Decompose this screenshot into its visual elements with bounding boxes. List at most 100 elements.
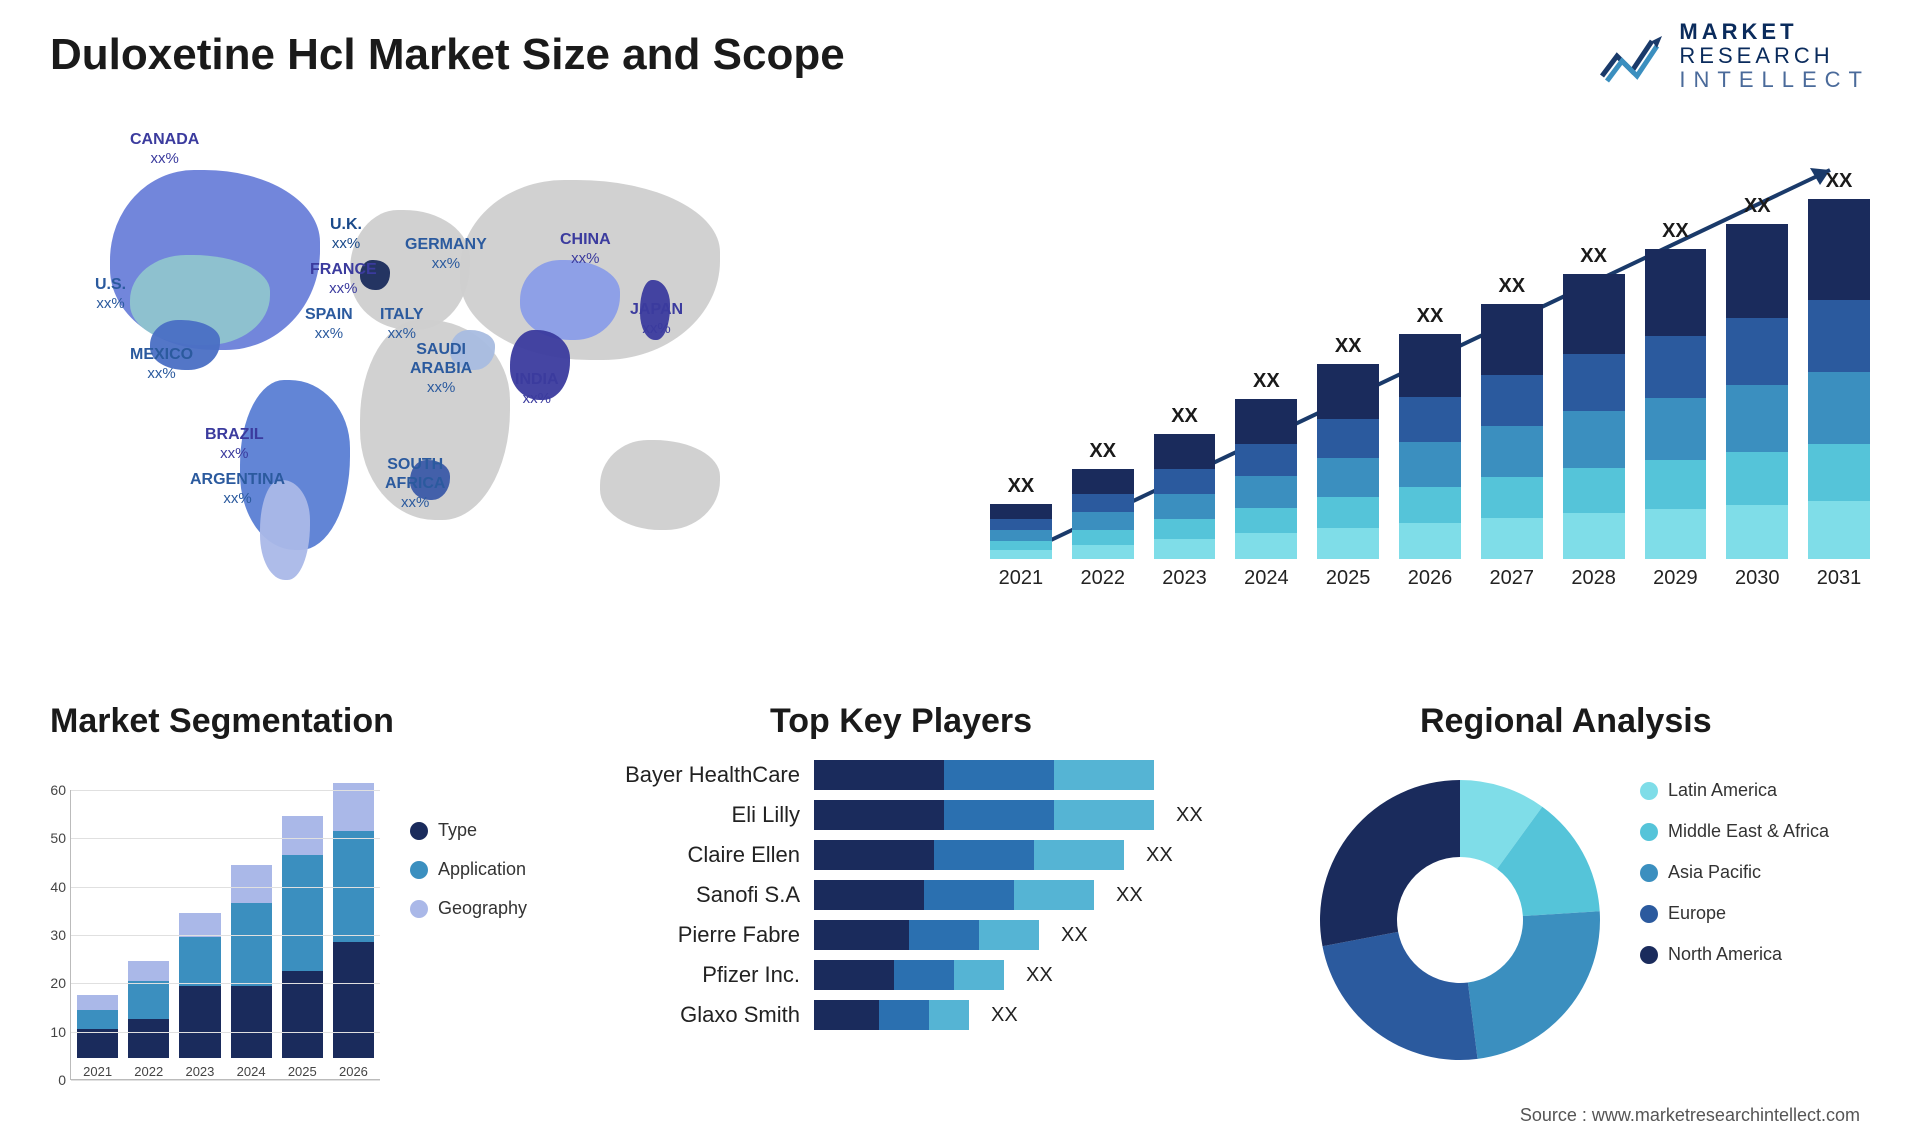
seg-year-label: 2025 <box>288 1064 317 1079</box>
player-bar <box>814 920 1039 950</box>
bar-year-label: 2021 <box>999 567 1044 590</box>
regional-legend: Latin AmericaMiddle East & AfricaAsia Pa… <box>1640 780 1829 965</box>
bar-segment <box>1726 505 1788 559</box>
bar-value-label: XX <box>1662 220 1689 243</box>
player-name: Sanofi S.A <box>620 882 800 908</box>
players-heading: Top Key Players <box>770 702 1032 741</box>
bar-year-label: 2031 <box>1817 567 1862 590</box>
map-label-u-s-: U.S.xx% <box>95 275 126 313</box>
bar-year-label: 2022 <box>1080 567 1125 590</box>
seg-segment <box>282 816 323 855</box>
source-attribution: Source : www.marketresearchintellect.com <box>1520 1105 1860 1126</box>
grid-line <box>71 1032 380 1033</box>
bar-segment <box>1726 318 1788 385</box>
player-bar-segment <box>814 840 934 870</box>
legend-item-type: Type <box>410 820 527 841</box>
player-bar-segment <box>944 760 1054 790</box>
seg-segment <box>179 913 220 937</box>
legend-label: Middle East & Africa <box>1668 821 1829 842</box>
seg-bar-2026: 2026 <box>333 783 374 1079</box>
grid-line <box>71 935 380 936</box>
player-value: XX <box>1026 964 1053 987</box>
legend-item-geography: Geography <box>410 898 527 919</box>
main-bar-2026: XX2026 <box>1399 305 1461 590</box>
bar-segment <box>1072 512 1134 530</box>
main-bar-2025: XX2025 <box>1317 335 1379 590</box>
bar-segment <box>1154 469 1216 494</box>
player-bar-segment <box>1034 840 1124 870</box>
player-bar <box>814 840 1124 870</box>
market-size-bar-chart: XX2021XX2022XX2023XX2024XX2025XX2026XX20… <box>990 130 1870 620</box>
bar-segment <box>1563 513 1625 559</box>
player-bar <box>814 1000 969 1030</box>
legend-label: Latin America <box>1668 780 1777 801</box>
bar-segment <box>1726 224 1788 318</box>
bar-segment <box>1481 518 1543 559</box>
bar-segment <box>1317 497 1379 528</box>
seg-year-label: 2023 <box>185 1064 214 1079</box>
legend-item-application: Application <box>410 859 527 880</box>
bar-segment <box>1645 460 1707 510</box>
main-bar-2031: XX2031 <box>1808 170 1870 590</box>
player-bar-segment <box>1054 760 1154 790</box>
player-bar-segment <box>814 760 944 790</box>
main-bar-2022: XX 2022 <box>1072 440 1134 590</box>
player-row-bayer-healthcare: Bayer HealthCare <box>620 760 1240 790</box>
legend-item-europe: Europe <box>1640 903 1829 924</box>
player-name: Glaxo Smith <box>620 1002 800 1028</box>
player-value: XX <box>1146 844 1173 867</box>
map-label-germany: GERMANYxx% <box>405 235 487 273</box>
page-title: Duloxetine Hcl Market Size and Scope <box>50 30 845 80</box>
bar-value-label: XX <box>1008 475 1035 498</box>
legend-dot-icon <box>1640 782 1658 800</box>
bar-segment <box>1235 444 1297 476</box>
bar-segment <box>1154 519 1216 539</box>
legend-item-north-america: North America <box>1640 944 1829 965</box>
player-bar-segment <box>814 960 894 990</box>
player-bar-segment <box>814 800 944 830</box>
legend-label: Geography <box>438 898 527 919</box>
bar-segment <box>1726 452 1788 506</box>
legend-dot-icon <box>410 900 428 918</box>
main-bar-2021: XX 2021 <box>990 475 1052 590</box>
legend-dot-icon <box>1640 946 1658 964</box>
bar-year-label: 2024 <box>1244 567 1289 590</box>
map-label-japan: JAPANxx% <box>630 300 683 338</box>
bar-value-label: XX <box>1089 440 1116 463</box>
seg-bar-2025: 2025 <box>282 816 323 1079</box>
player-bar-segment <box>929 1000 969 1030</box>
map-label-mexico: MEXICOxx% <box>130 345 193 383</box>
key-players-chart: Bayer HealthCareEli LillyXXClaire EllenX… <box>620 760 1240 1120</box>
bar-segment <box>1235 533 1297 559</box>
bar-year-label: 2029 <box>1653 567 1698 590</box>
map-label-saudi-arabia: SAUDIARABIAxx% <box>410 340 472 398</box>
player-bar-segment <box>944 800 1054 830</box>
seg-year-label: 2021 <box>83 1064 112 1079</box>
player-name: Pfizer Inc. <box>620 962 800 988</box>
legend-item-middle-east-africa: Middle East & Africa <box>1640 821 1829 842</box>
seg-bar-2024: 2024 <box>231 865 272 1079</box>
map-label-argentina: ARGENTINAxx% <box>190 470 285 508</box>
bar-year-label: 2026 <box>1408 567 1453 590</box>
legend-dot-icon <box>1640 905 1658 923</box>
bar-value-label: XX <box>1335 335 1362 358</box>
bar-segment <box>1235 399 1297 444</box>
map-canvas <box>40 120 940 660</box>
bar-segment <box>1481 304 1543 375</box>
grid-line <box>71 1080 380 1081</box>
bar-value-label: XX <box>1253 370 1280 393</box>
y-tick-label: 20 <box>41 975 66 991</box>
seg-year-label: 2022 <box>134 1064 163 1079</box>
map-label-india: INDIAxx% <box>515 370 559 408</box>
legend-label: Europe <box>1668 903 1726 924</box>
bar-year-label: 2027 <box>1490 567 1535 590</box>
bar-segment <box>1808 300 1870 372</box>
legend-dot-icon <box>410 822 428 840</box>
player-name: Bayer HealthCare <box>620 762 800 788</box>
bar-value-label: XX <box>1171 405 1198 428</box>
player-row-glaxo-smith: Glaxo SmithXX <box>620 1000 1240 1030</box>
player-name: Eli Lilly <box>620 802 800 828</box>
grid-line <box>71 983 380 984</box>
y-tick-label: 40 <box>41 879 66 895</box>
bar-segment <box>1399 487 1461 523</box>
